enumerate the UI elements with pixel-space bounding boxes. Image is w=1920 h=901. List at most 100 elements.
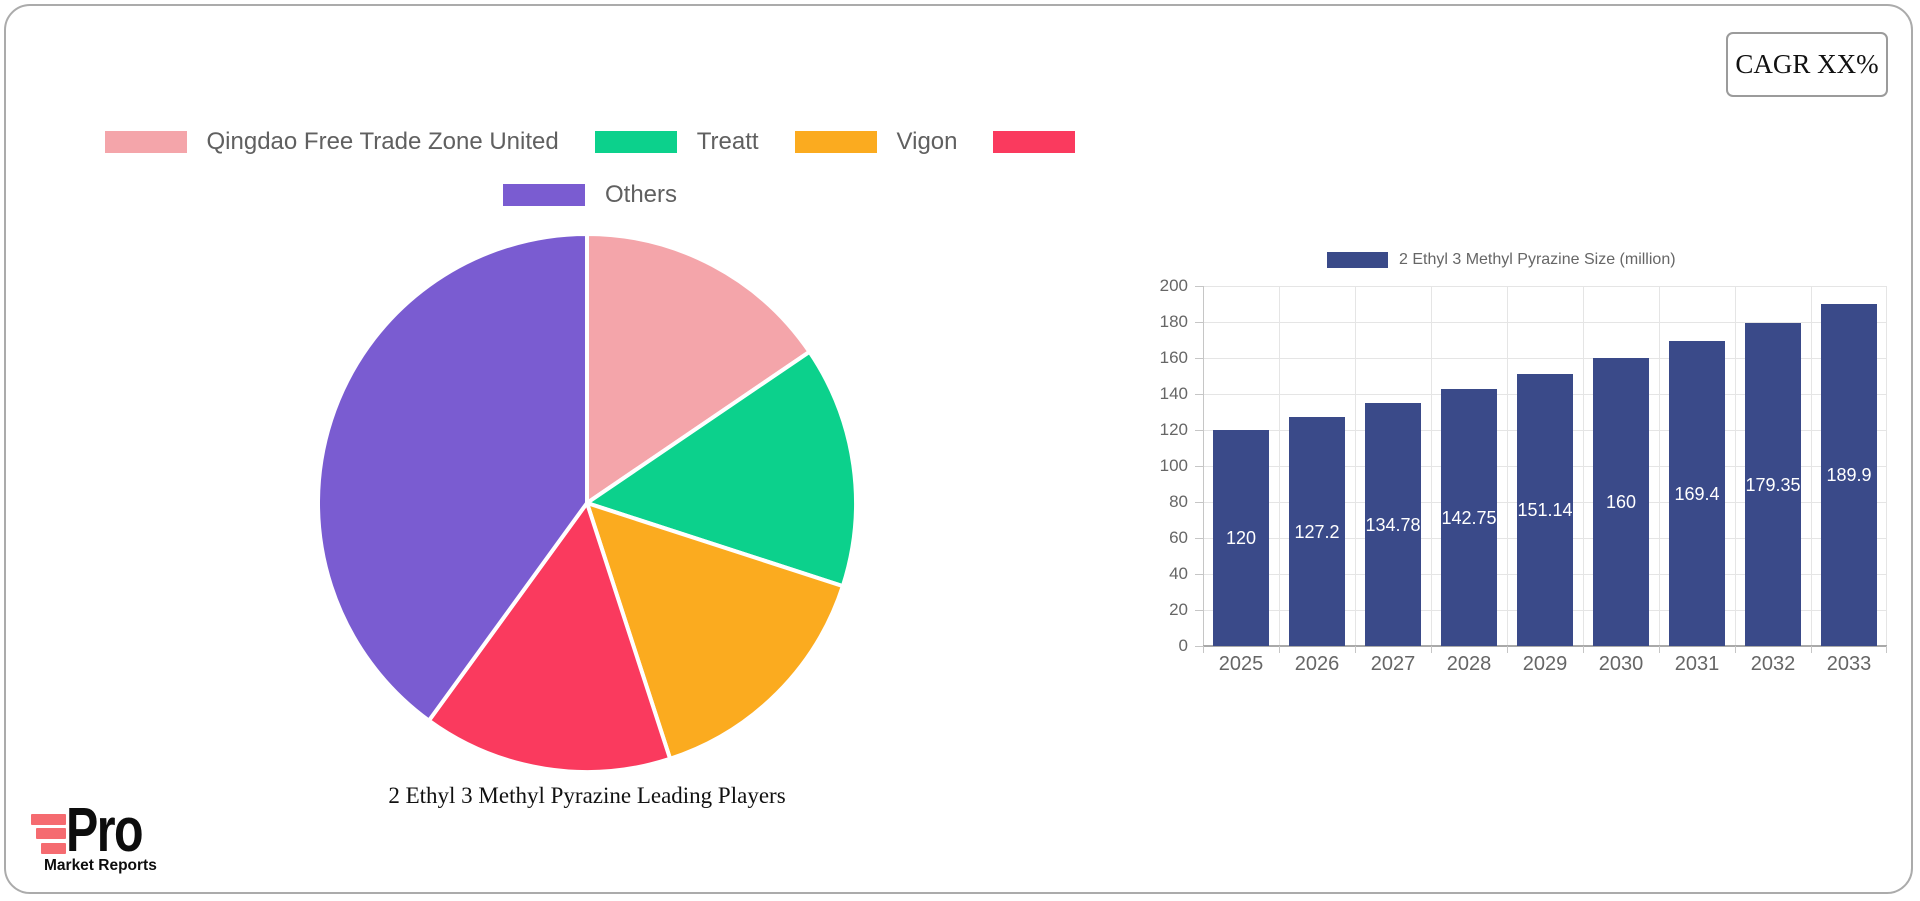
bar-value-label: 160	[1605, 492, 1637, 512]
y-axis-tick-label: 80	[1169, 492, 1188, 511]
y-axis-tick	[1195, 646, 1203, 647]
y-axis-tick-label: 180	[1159, 312, 1188, 331]
y-axis-tick	[1195, 430, 1203, 431]
x-axis-tick	[1583, 646, 1584, 653]
y-axis-tick-label: 160	[1159, 348, 1188, 367]
x-axis-tick	[1886, 646, 1887, 653]
x-axis-tick-label: 2029	[1522, 653, 1568, 675]
y-axis-tick	[1195, 322, 1203, 323]
pie-legend: Qingdao Free Trade Zone United Treatt Vigo…	[40, 128, 1140, 208]
pie-slice-unnamed	[426, 501, 673, 774]
logo-bar-icon	[36, 828, 66, 839]
pie-legend-item-vigon: Vigon	[794, 128, 958, 155]
pie-slice-others	[316, 232, 589, 723]
y-axis-tick	[1195, 574, 1203, 575]
y-axis-tick	[1195, 610, 1203, 611]
bar-2028: 142.75	[1441, 389, 1497, 646]
legend-swatch	[104, 131, 187, 153]
logo-bar-icon	[31, 814, 66, 825]
x-axis-tick-label: 2028	[1446, 653, 1492, 675]
legend-swatch	[594, 131, 677, 153]
pie-legend-item-others: Others	[502, 181, 678, 208]
x-axis-tick	[1355, 646, 1356, 653]
y-axis-tick-label: 200	[1159, 276, 1188, 295]
pie-chart-title: 2 Ethyl 3 Methyl Pyrazine Leading Player…	[388, 783, 786, 808]
y-axis-tick-label: 120	[1159, 420, 1188, 439]
pie-legend-row-2: Others	[502, 181, 678, 208]
y-axis-tick-label: 40	[1169, 564, 1188, 583]
gridline-vertical	[1355, 286, 1356, 646]
logo-subtitle: Market Reports	[44, 857, 157, 874]
gridline-horizontal	[1203, 322, 1887, 323]
gridline-vertical	[1659, 286, 1660, 646]
bar-2032: 179.35	[1745, 323, 1801, 646]
bar-chart-plot-area: 120 127.2 134.78 142.75 151.14 160 169.4 179.35…	[1203, 286, 1887, 647]
bar-legend-swatch	[1327, 252, 1388, 268]
bar-2033: 189.9	[1821, 304, 1877, 646]
bar-2025: 120	[1213, 430, 1269, 646]
legend-label: Others	[604, 181, 678, 208]
x-axis-tick	[1659, 646, 1660, 653]
gridline-vertical	[1431, 286, 1432, 646]
logo-title: Pro	[66, 796, 144, 865]
x-axis-tick	[1279, 646, 1280, 653]
x-axis-tick	[1811, 646, 1812, 653]
bar-value-label: 179.35	[1745, 474, 1801, 495]
x-axis-tick-label: 2030	[1598, 653, 1644, 675]
logo-bar-icon	[41, 843, 66, 854]
y-axis-tick	[1195, 502, 1203, 503]
y-axis-tick-label: 60	[1169, 528, 1188, 547]
x-axis-tick	[1735, 646, 1736, 653]
gridline-horizontal	[1203, 358, 1887, 359]
cagr-badge: CAGR XX%	[1726, 32, 1888, 97]
x-axis-tick	[1507, 646, 1508, 653]
x-axis-tick-label: 2031	[1674, 653, 1720, 675]
pie-legend-item-qingdao-free-trade-zone-united: Qingdao Free Trade Zone United	[104, 130, 559, 154]
pro-market-reports-logo: Pro Market Reports	[31, 800, 251, 890]
cagr-label: CAGR XX%	[1735, 49, 1879, 79]
bar-2029: 151.14	[1517, 373, 1573, 646]
pie-slice-qingdao-free-trade-zone-united	[585, 232, 812, 505]
pie-chart	[316, 232, 858, 774]
legend-swatch	[993, 131, 1076, 153]
x-axis-tick-label: 2026	[1294, 653, 1340, 675]
x-axis-tick-label: 2025	[1218, 653, 1264, 675]
bar-value-label: 127.2	[1294, 521, 1340, 542]
gridline-vertical	[1507, 286, 1508, 646]
x-axis-tick	[1203, 646, 1204, 653]
gridline-vertical	[1583, 286, 1584, 646]
bar-2031: 169.4	[1669, 341, 1725, 646]
legend-label: Treatt	[696, 128, 759, 155]
bar-2027: 134.78	[1365, 403, 1421, 646]
bar-2030: 160	[1593, 358, 1649, 646]
pie-legend-item-treatt: Treatt	[594, 128, 759, 155]
y-axis-tick-label: 20	[1169, 600, 1188, 619]
x-axis-tick-label: 2027	[1370, 653, 1416, 675]
y-axis-tick	[1195, 466, 1203, 467]
y-axis-tick	[1195, 358, 1203, 359]
y-axis-tick-label: 100	[1159, 456, 1188, 475]
bar-legend-label: 2 Ethyl 3 Methyl Pyrazine Size (million)	[1399, 251, 1676, 268]
y-axis-tick	[1195, 538, 1203, 539]
bar-value-label: 134.78	[1365, 514, 1421, 535]
legend-swatch	[502, 184, 585, 206]
bar-value-label: 120	[1225, 528, 1257, 548]
pie-slice-treatt	[585, 349, 858, 589]
gridline-vertical	[1886, 286, 1887, 646]
bar-value-label: 142.75	[1441, 507, 1497, 528]
bar-value-label: 151.14	[1517, 499, 1573, 520]
gridline-horizontal	[1203, 286, 1887, 287]
bar-chart-legend: 2 Ethyl 3 Methyl Pyrazine Size (million)	[1327, 251, 1676, 269]
gridline-vertical	[1811, 286, 1812, 646]
gridline-vertical	[1279, 286, 1280, 646]
legend-label: Vigon	[896, 128, 958, 155]
y-axis-tick-label: 140	[1159, 384, 1188, 403]
y-axis-line	[1203, 286, 1204, 646]
y-axis-tick-label: 0	[1178, 636, 1188, 655]
legend-swatch	[794, 131, 877, 153]
x-axis-tick-label: 2033	[1826, 653, 1872, 675]
y-axis-tick	[1195, 286, 1203, 287]
pie-legend-row-1: Qingdao Free Trade Zone United Treatt Vigo…	[104, 128, 1076, 155]
x-axis-tick-label: 2032	[1750, 653, 1796, 675]
y-axis-tick	[1195, 394, 1203, 395]
